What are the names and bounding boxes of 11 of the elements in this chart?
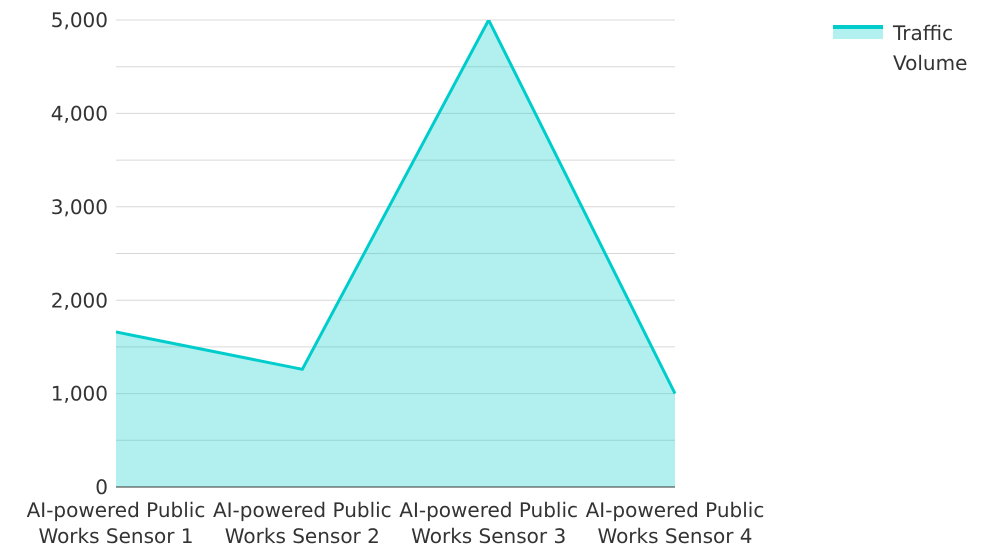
legend-label: Traffic Volume: [893, 20, 968, 77]
y-tick-label: 0: [95, 475, 108, 500]
y-tick-label: 2,000: [50, 288, 108, 312]
y-tick-label: 3,000: [50, 194, 108, 219]
x-tick-label: AI-powered Public Works Sensor 4: [586, 498, 764, 548]
y-tick-label: 4,000: [50, 102, 108, 126]
x-tick-label: AI-powered Public Works Sensor 3: [399, 498, 578, 548]
x-tick-label: AI-powered Public Works Sensor 1: [26, 498, 206, 548]
y-tick-label: 1,000: [50, 382, 108, 406]
y-tick-label: 5,000: [50, 8, 108, 32]
x-tick-label: AI-powered Public Works Sensor 2: [212, 498, 392, 548]
